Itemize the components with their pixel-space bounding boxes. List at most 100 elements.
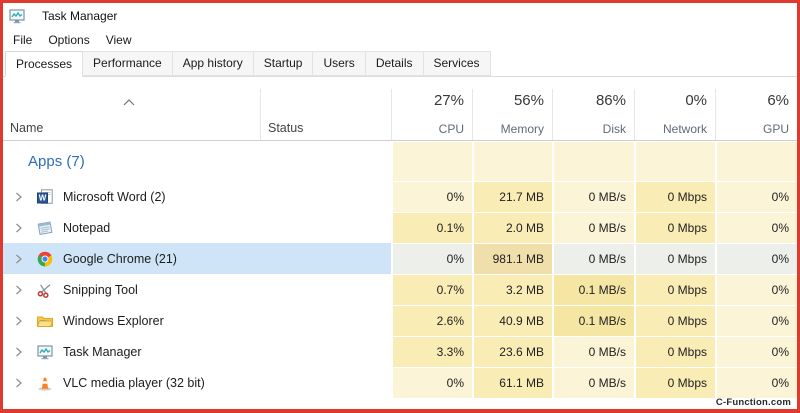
metric-cell-memory[interactable]: 61.1 MB xyxy=(472,367,552,398)
chrome-icon xyxy=(37,251,53,267)
svg-text:W: W xyxy=(39,193,47,202)
process-status-cell xyxy=(260,181,391,212)
column-header-name[interactable]: Name xyxy=(3,89,260,140)
metric-cell-cpu[interactable]: 0.7% xyxy=(391,274,472,305)
process-name-cell[interactable]: Windows Explorer xyxy=(3,305,260,336)
titlebar: Task Manager xyxy=(3,3,797,28)
metric-cell-disk[interactable]: 0 MB/s xyxy=(552,336,634,367)
gpu-total: 6% xyxy=(767,92,789,109)
menu-file[interactable]: File xyxy=(13,32,33,47)
cpu-total: 27% xyxy=(433,92,464,109)
metric-cell-gpu[interactable]: 0% xyxy=(715,305,797,336)
process-table: Apps (7) W Microsoft Word (2) 0% 21.7 MB 0 M… xyxy=(3,141,797,398)
disk-label: Disk xyxy=(602,122,626,136)
column-header-network[interactable]: 0% Network xyxy=(634,89,715,140)
metric-cell-memory[interactable]: 981.1 MB xyxy=(472,243,552,274)
menu-options[interactable]: Options xyxy=(48,32,90,47)
process-name-cell[interactable]: W Microsoft Word (2) xyxy=(3,181,260,212)
snipping-tool-icon xyxy=(37,282,53,298)
metric-cell-network[interactable]: 0 Mbps xyxy=(634,305,715,336)
metric-cell-gpu[interactable]: 0% xyxy=(715,243,797,274)
column-header-gpu[interactable]: 6% GPU xyxy=(715,89,797,140)
metric-cell-cpu[interactable]: 3.3% xyxy=(391,336,472,367)
metric-cell-disk[interactable]: 0.1 MB/s xyxy=(552,305,634,336)
metric-cell-disk[interactable]: 0 MB/s xyxy=(552,181,634,212)
metric-cell-disk[interactable]: 0.1 MB/s xyxy=(552,274,634,305)
process-name-cell[interactable]: VLC media player (32 bit) xyxy=(3,367,260,398)
tab-users[interactable]: Users xyxy=(312,51,366,76)
memory-total: 56% xyxy=(513,92,544,109)
metric-cell-memory[interactable]: 23.6 MB xyxy=(472,336,552,367)
metric-cell-gpu[interactable]: 0% xyxy=(715,336,797,367)
column-header-status[interactable]: Status xyxy=(260,89,391,140)
tab-details[interactable]: Details xyxy=(364,51,424,76)
metric-cell-disk[interactable]: 0 MB/s xyxy=(552,243,634,274)
process-name-cell[interactable]: Google Chrome (21) xyxy=(3,243,260,274)
sort-ascending-icon[interactable] xyxy=(123,93,135,111)
table-row[interactable]: Windows Explorer 2.6% 40.9 MB 0.1 MB/s 0 Mbp… xyxy=(3,305,797,336)
column-header-memory[interactable]: 56% Memory xyxy=(472,89,552,140)
process-name-cell[interactable]: Snipping Tool xyxy=(3,274,260,305)
process-name: Google Chrome (21) xyxy=(63,251,177,266)
column-header-cpu[interactable]: 27% CPU xyxy=(391,89,472,140)
process-name-cell[interactable]: Task Manager xyxy=(3,336,260,367)
metric-cell-disk[interactable]: 0 MB/s xyxy=(552,367,634,398)
metric-cell-disk[interactable]: 0 MB/s xyxy=(552,212,634,243)
metric-cell-gpu[interactable]: 0% xyxy=(715,274,797,305)
disk-total: 86% xyxy=(595,92,626,109)
tab-services[interactable]: Services xyxy=(422,51,491,76)
chevron-right-icon[interactable] xyxy=(15,378,23,388)
chevron-right-icon[interactable] xyxy=(15,316,23,326)
table-row[interactable]: Snipping Tool 0.7% 3.2 MB 0.1 MB/s 0 Mbps 0% xyxy=(3,274,797,305)
process-status-cell xyxy=(260,274,391,305)
tab-performance[interactable]: Performance xyxy=(82,51,173,76)
chevron-right-icon[interactable] xyxy=(15,347,23,357)
menu-view[interactable]: View xyxy=(105,32,132,47)
process-status-cell xyxy=(260,212,391,243)
table-row[interactable]: VLC media player (32 bit) 0% 61.1 MB 0 MB/s… xyxy=(3,367,797,398)
metric-cell-memory[interactable]: 2.0 MB xyxy=(472,212,552,243)
metric-cell-network[interactable]: 0 Mbps xyxy=(634,181,715,212)
table-row[interactable]: W Microsoft Word (2) 0% 21.7 MB 0 MB/s 0 Mbps… xyxy=(3,181,797,212)
chevron-right-icon[interactable] xyxy=(15,192,23,202)
column-header-disk[interactable]: 86% Disk xyxy=(552,89,634,140)
process-status-cell xyxy=(260,367,391,398)
tab-processes[interactable]: Processes xyxy=(5,51,84,77)
metric-cell-gpu[interactable]: 0% xyxy=(715,181,797,212)
process-status-cell xyxy=(260,336,391,367)
metric-cell-memory[interactable]: 21.7 MB xyxy=(472,181,552,212)
metric-cell-cpu[interactable]: 0% xyxy=(391,367,472,398)
metric-cell-cpu[interactable]: 0% xyxy=(391,181,472,212)
group-row-apps[interactable]: Apps (7) xyxy=(3,141,797,181)
table-row[interactable]: Notepad 0.1% 2.0 MB 0 MB/s 0 Mbps 0% xyxy=(3,212,797,243)
metric-cell-cpu[interactable]: 0% xyxy=(391,243,472,274)
chevron-right-icon[interactable] xyxy=(15,254,23,264)
table-row[interactable]: Google Chrome (21) 0% 981.1 MB 0 MB/s 0 Mbps… xyxy=(3,243,797,274)
status-column-label: Status xyxy=(268,121,304,135)
window-title: Task Manager xyxy=(42,8,118,23)
chevron-right-icon[interactable] xyxy=(15,285,23,295)
metric-cell-gpu[interactable]: 0% xyxy=(715,367,797,398)
chevron-right-icon[interactable] xyxy=(15,223,23,233)
metric-cell-network[interactable]: 0 Mbps xyxy=(634,336,715,367)
metric-cell-network[interactable]: 0 Mbps xyxy=(634,367,715,398)
process-name: VLC media player (32 bit) xyxy=(63,375,205,390)
task-manager-icon xyxy=(9,8,25,24)
group-label[interactable]: Apps (7) xyxy=(28,152,85,170)
memory-label: Memory xyxy=(500,122,544,136)
notepad-icon xyxy=(37,220,53,236)
tab-app-history[interactable]: App history xyxy=(171,51,254,76)
column-headers: Name Status 27% CPU 56% Memory 86% Disk … xyxy=(3,89,797,141)
metric-cell-network[interactable]: 0 Mbps xyxy=(634,274,715,305)
metric-cell-network[interactable]: 0 Mbps xyxy=(634,243,715,274)
tab-startup[interactable]: Startup xyxy=(252,51,314,76)
table-row[interactable]: Task Manager 3.3% 23.6 MB 0 MB/s 0 Mbps 0% xyxy=(3,336,797,367)
metric-cell-memory[interactable]: 3.2 MB xyxy=(472,274,552,305)
metric-cell-cpu[interactable]: 0.1% xyxy=(391,212,472,243)
task-manager-icon xyxy=(37,344,53,360)
metric-cell-network[interactable]: 0 Mbps xyxy=(634,212,715,243)
metric-cell-memory[interactable]: 40.9 MB xyxy=(472,305,552,336)
metric-cell-gpu[interactable]: 0% xyxy=(715,212,797,243)
process-name-cell[interactable]: Notepad xyxy=(3,212,260,243)
metric-cell-cpu[interactable]: 2.6% xyxy=(391,305,472,336)
